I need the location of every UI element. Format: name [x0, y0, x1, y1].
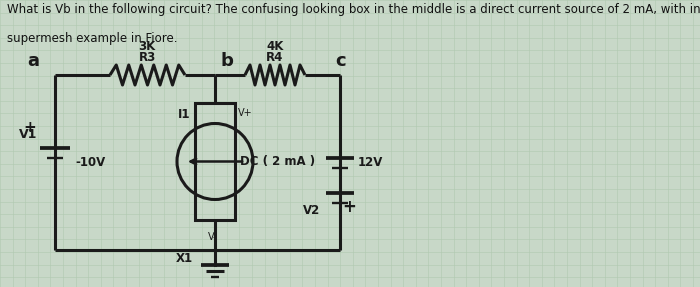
Text: a: a	[27, 52, 39, 70]
Text: X1: X1	[176, 251, 193, 265]
Bar	[195, 103, 235, 220]
Text: DC ( 2 mA ): DC ( 2 mA )	[240, 155, 315, 168]
Text: +: +	[23, 121, 36, 135]
Text: 3K: 3K	[139, 40, 155, 53]
Text: What is Vb in the following circuit? The confusing looking box in the middle is : What is Vb in the following circuit? The…	[7, 3, 700, 16]
Text: b: b	[220, 52, 233, 70]
Text: supermesh example in Fiore.: supermesh example in Fiore.	[7, 32, 178, 44]
Text: I1: I1	[178, 108, 190, 121]
Text: V-: V-	[209, 232, 218, 242]
Text: 12V: 12V	[358, 156, 384, 170]
Text: -10V: -10V	[75, 156, 105, 170]
Text: V1: V1	[19, 129, 37, 141]
Text: c: c	[335, 52, 346, 70]
Text: R4: R4	[266, 51, 284, 64]
Text: +: +	[342, 198, 356, 216]
Text: V2: V2	[302, 203, 320, 216]
Text: R3: R3	[139, 51, 155, 64]
Text: V+: V+	[238, 108, 253, 118]
Text: 4K: 4K	[266, 40, 284, 53]
